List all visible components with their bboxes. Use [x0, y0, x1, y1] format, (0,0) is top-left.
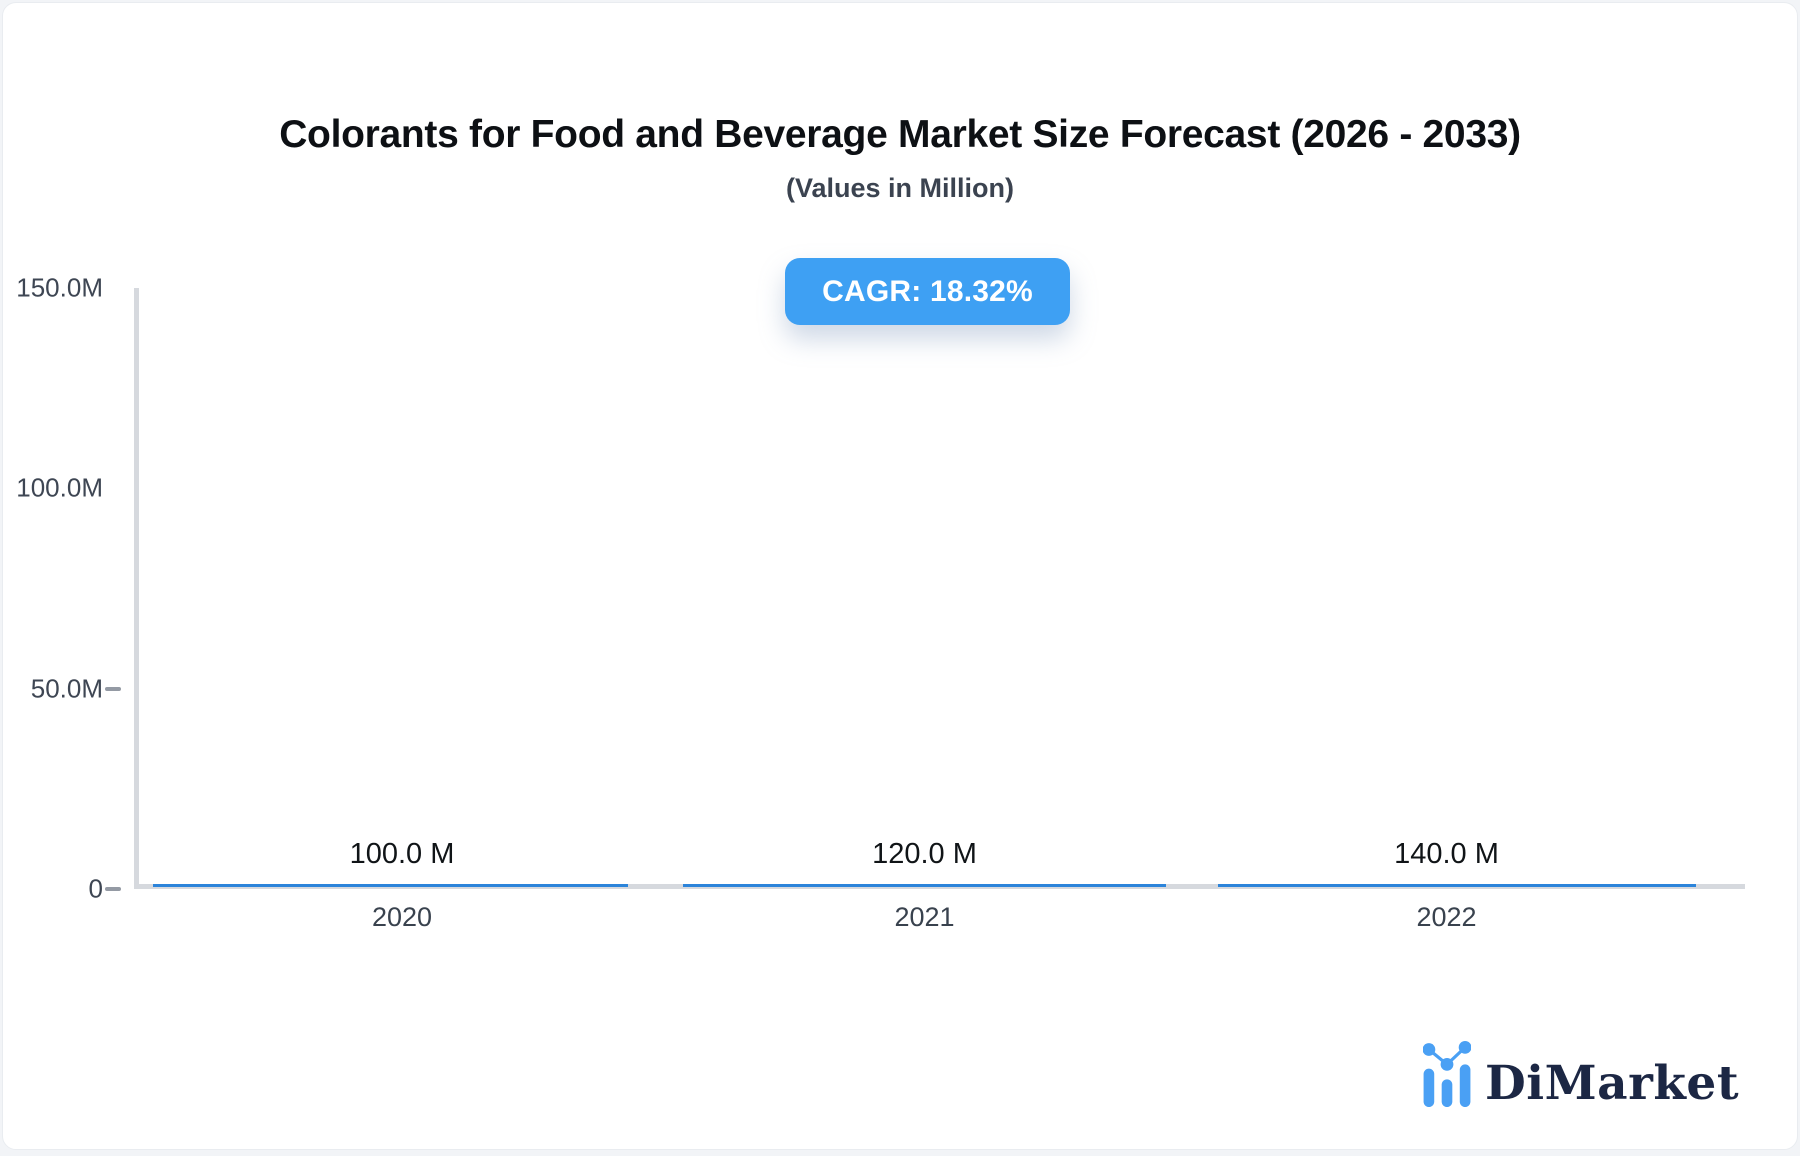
y-tick-mark — [105, 686, 121, 691]
x-axis-label-2022: 2022 — [1416, 902, 1477, 932]
y-tick-label: 100.0M — [16, 472, 103, 503]
y-tick-mark — [105, 887, 121, 891]
chart-subtitle: (Values in Million) — [785, 173, 1015, 203]
x-axis-label-2021: 2021 — [894, 902, 955, 932]
chart-title: Colorants for Food and Beverage Market S… — [279, 113, 1521, 156]
brand-logo: DiMarket — [1423, 1039, 1739, 1107]
cagr-badge: CAGR: 18.32% — [785, 258, 1070, 325]
x-axis-label-2020: 2020 — [371, 902, 433, 932]
bar-value-label: 140.0 M — [1394, 838, 1499, 870]
bar-face — [683, 884, 1166, 887]
y-axis: 150.0M 100.0M 50.0M 0 — [3, 273, 134, 904]
bar-line-chart-icon — [1423, 1041, 1471, 1107]
brand-logo-text: DiMarket — [1485, 1056, 1740, 1111]
bar-value-label: 120.0 M — [872, 838, 977, 870]
cagr-badge-label: CAGR: 18.32% — [822, 274, 1033, 308]
bar-face — [153, 884, 628, 887]
y-tick-label: 150.0M — [16, 272, 103, 303]
plot-area: 100.0 M 120.0 M 140.0 M 2020 2021 2022 — [134, 288, 1745, 932]
bar-value-label: 100.0 M — [349, 838, 455, 870]
y-tick-label: 50.0M — [30, 673, 103, 704]
bar-face — [1218, 884, 1696, 887]
y-tick-label: 0 — [88, 873, 103, 904]
